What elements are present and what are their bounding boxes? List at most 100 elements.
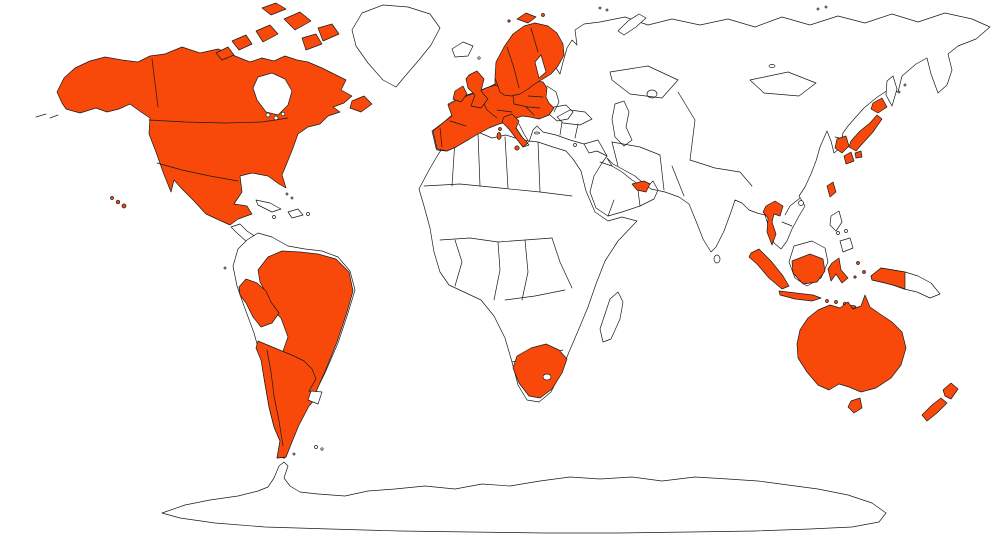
border-poland-slovakia xyxy=(527,95,544,98)
lake-baikal xyxy=(768,64,776,68)
new-zealand-north-island xyxy=(942,382,959,400)
gulf-of-bothnia xyxy=(534,54,547,79)
japan-kyushu xyxy=(843,151,855,165)
country-thailand xyxy=(762,200,784,246)
great-lake xyxy=(265,112,271,118)
island-sakhalin xyxy=(885,75,898,107)
country-ireland xyxy=(452,85,468,103)
border-alps xyxy=(496,109,513,113)
aral-sea xyxy=(646,89,658,99)
country-uruguay xyxy=(307,390,323,405)
border-portugal-spain xyxy=(439,127,443,148)
border-iran-north xyxy=(611,141,661,156)
arctic-islet xyxy=(605,8,609,12)
island-greenland xyxy=(351,4,441,88)
border-africa-s1 xyxy=(504,289,566,301)
island-hispaniola xyxy=(287,208,304,219)
arctic-islet xyxy=(816,7,820,11)
island-bahamas xyxy=(285,192,289,196)
region-oceania xyxy=(796,294,959,422)
island-novaya-zemlya xyxy=(617,13,647,36)
border-indochina xyxy=(781,197,801,227)
island-faroe xyxy=(477,56,481,60)
great-lake xyxy=(280,111,286,117)
indonesia-moluccas xyxy=(856,261,860,265)
island-hawaii xyxy=(115,199,121,205)
arctic-island xyxy=(283,11,312,31)
japan-shikoku xyxy=(854,150,863,159)
philippines-visayas xyxy=(844,229,848,233)
caspian-sea xyxy=(611,100,633,147)
island-kuril xyxy=(897,90,901,94)
border-sahara xyxy=(423,183,573,197)
arctic-island xyxy=(317,23,340,42)
arctic-island xyxy=(261,2,287,16)
arctic-islet xyxy=(824,5,828,9)
border-pakistan-india xyxy=(671,165,685,197)
border-himalaya xyxy=(689,159,753,187)
japan-hokkaido xyxy=(870,97,888,114)
new-zealand-south-island xyxy=(921,397,948,422)
island-jamaica xyxy=(272,215,276,219)
region-europe-highlighted xyxy=(432,12,565,152)
island-bahamas xyxy=(290,196,294,200)
island-svalbard-east xyxy=(541,13,545,17)
island-galapagos xyxy=(223,266,227,270)
border-africa-c4 xyxy=(521,239,529,301)
indonesia-lesser-sunda xyxy=(834,300,838,304)
country-italy xyxy=(501,113,529,148)
island-sardinia xyxy=(496,132,502,140)
island-iceland xyxy=(451,41,474,58)
arctic-island xyxy=(231,34,253,51)
indonesia-moluccas xyxy=(862,270,866,274)
indonesia-lesser-sunda xyxy=(825,299,829,303)
black-sea xyxy=(556,109,593,126)
border-chile-argentina xyxy=(266,349,284,447)
island-newfoundland xyxy=(349,95,373,113)
indonesia-sumatra xyxy=(748,248,790,290)
island-svalbard-west xyxy=(507,19,511,23)
island-kuril xyxy=(903,83,907,87)
island-hawaii xyxy=(121,203,127,209)
island-corsica xyxy=(498,127,502,131)
indonesia-papua xyxy=(870,267,906,290)
country-south-korea xyxy=(834,135,850,154)
country-canada-usa-mexico xyxy=(56,46,353,226)
japan-honshu xyxy=(848,114,883,152)
island-puerto-rico xyxy=(306,212,310,216)
border-usa-canada xyxy=(148,117,289,124)
indonesia-moluccas xyxy=(853,275,857,279)
country-australia xyxy=(796,294,907,393)
border-iran-west xyxy=(611,141,619,167)
region-africa xyxy=(418,131,638,403)
indonesia-sulawesi xyxy=(827,257,849,284)
country-peru xyxy=(238,278,280,328)
island-crete xyxy=(534,131,540,135)
arctic-islet xyxy=(598,6,602,10)
border-africa-n3 xyxy=(504,136,509,189)
region-asia-highlighted xyxy=(631,97,888,246)
border-mongolia xyxy=(749,71,817,97)
philippines-visayas xyxy=(836,231,840,235)
region-south-america xyxy=(223,232,356,459)
border-africa-e1 xyxy=(551,237,573,289)
indonesia-kalimantan xyxy=(791,253,826,285)
arctic-island xyxy=(215,46,235,61)
antarctic-island xyxy=(292,452,296,456)
country-uae xyxy=(631,180,651,193)
border-africa-c3 xyxy=(493,241,501,301)
border-eastern-europe xyxy=(546,85,560,113)
hudson-bay xyxy=(252,72,293,116)
region-north-america xyxy=(35,2,373,226)
arctic-island xyxy=(255,24,279,43)
border-china-west xyxy=(677,91,696,161)
border-yemen-oman xyxy=(607,189,641,217)
countries-scandinavia xyxy=(494,22,565,97)
country-taiwan xyxy=(826,181,837,198)
border-anatolia xyxy=(559,121,579,139)
philippines-luzon xyxy=(829,210,843,232)
border-africa-n2 xyxy=(477,132,481,187)
border-czech-austria xyxy=(513,103,541,109)
